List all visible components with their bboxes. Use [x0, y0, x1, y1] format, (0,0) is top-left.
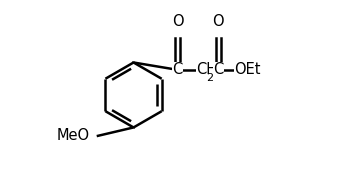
Text: 2: 2 [206, 73, 213, 83]
Text: CH: CH [196, 62, 217, 77]
Text: O: O [213, 14, 224, 29]
Text: OEt: OEt [234, 62, 260, 77]
Text: C: C [172, 62, 183, 77]
Text: O: O [172, 14, 183, 29]
Text: MeO: MeO [56, 128, 90, 143]
Text: C: C [213, 62, 223, 77]
